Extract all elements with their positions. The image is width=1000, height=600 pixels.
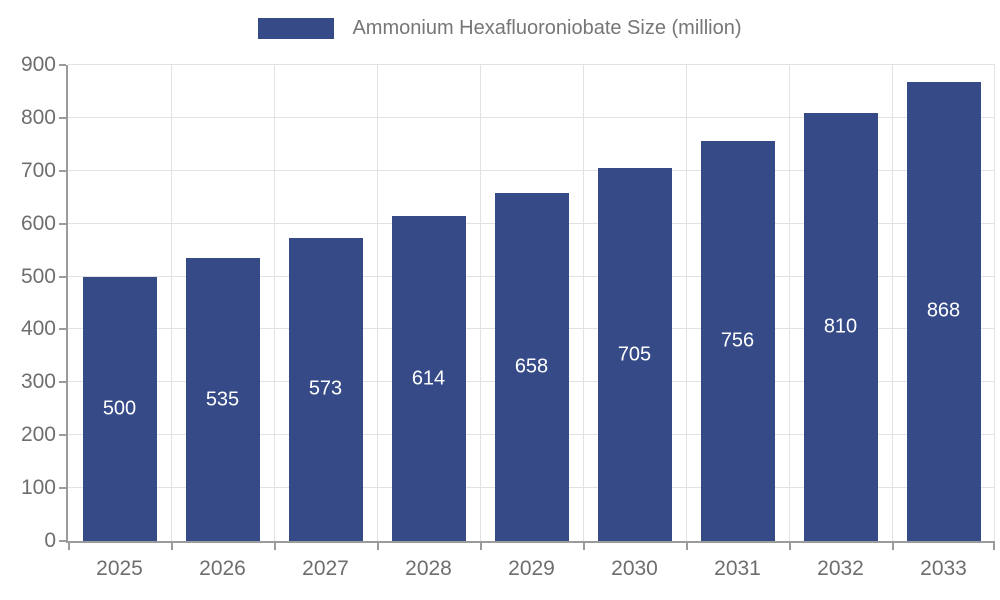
x-axis-label: 2030 xyxy=(611,557,658,580)
y-axis-line xyxy=(66,65,68,541)
bar-value-label: 573 xyxy=(308,377,343,400)
gridline-vertical xyxy=(789,65,790,541)
x-axis-label: 2032 xyxy=(817,557,864,580)
gridline-vertical xyxy=(274,65,275,541)
y-axis-tick xyxy=(59,487,66,490)
y-axis-label: 400 xyxy=(20,317,56,341)
gridline-vertical xyxy=(583,65,584,541)
x-axis-tick xyxy=(686,543,688,550)
x-axis-tick xyxy=(892,543,894,550)
bar-value-label: 535 xyxy=(205,388,240,411)
bar[interactable]: 868 xyxy=(906,81,981,541)
x-axis-label: 2029 xyxy=(508,557,555,580)
gridline-vertical xyxy=(171,65,172,541)
bar-value-label: 756 xyxy=(720,329,755,352)
y-axis-label: 700 xyxy=(20,158,56,182)
bar[interactable]: 658 xyxy=(494,193,569,541)
x-axis-tick xyxy=(274,543,276,550)
y-axis-tick xyxy=(59,64,66,66)
y-axis-tick xyxy=(59,434,66,437)
bar[interactable]: 810 xyxy=(803,112,878,541)
gridline-vertical xyxy=(377,65,378,541)
bar-value-label: 868 xyxy=(926,299,961,322)
bar[interactable]: 756 xyxy=(700,141,775,541)
y-axis-tick xyxy=(59,540,66,542)
x-axis-tick xyxy=(583,543,585,550)
y-axis-label: 300 xyxy=(20,370,56,394)
gridline-vertical xyxy=(994,65,995,541)
bar-value-label: 614 xyxy=(411,367,446,390)
plot-area: 0 100 200 300 400 500 600 700 800 900 500 2025 535 20… xyxy=(21,54,995,579)
x-axis-label: 2025 xyxy=(96,557,143,580)
gridline-horizontal xyxy=(68,116,995,118)
y-axis-label: 0 xyxy=(44,529,56,552)
y-axis-label: 500 xyxy=(20,264,56,288)
x-axis-tick xyxy=(68,543,70,550)
gridline-vertical xyxy=(686,65,687,541)
y-axis-tick xyxy=(59,381,66,384)
gridline-horizontal xyxy=(68,169,995,171)
x-axis-tick xyxy=(789,543,791,550)
bar[interactable]: 614 xyxy=(391,216,466,541)
bar-value-label: 810 xyxy=(823,315,858,338)
x-axis-tick xyxy=(377,543,379,550)
x-axis-tick xyxy=(993,543,995,550)
legend[interactable]: Ammonium Hexafluoroniobate Size (million… xyxy=(0,17,1000,40)
x-axis-label: 2026 xyxy=(199,557,246,580)
y-axis-tick xyxy=(59,169,66,172)
gridline-vertical xyxy=(480,65,481,541)
bar-value-label: 500 xyxy=(102,397,137,420)
legend-swatch xyxy=(258,18,335,39)
y-axis-tick xyxy=(59,275,66,278)
y-axis-label: 800 xyxy=(20,105,56,129)
y-axis-label: 900 xyxy=(20,53,56,76)
legend-label: Ammonium Hexafluoroniobate Size (million… xyxy=(352,17,742,39)
y-axis-label: 200 xyxy=(20,423,56,447)
x-axis-label: 2031 xyxy=(714,557,761,580)
x-axis-label: 2033 xyxy=(920,557,967,580)
bar-value-label: 705 xyxy=(617,343,652,366)
gridline-vertical xyxy=(892,65,893,541)
bar-value-label: 658 xyxy=(514,355,549,378)
y-axis-tick xyxy=(59,116,66,119)
bar[interactable]: 535 xyxy=(185,258,260,541)
bar[interactable]: 573 xyxy=(288,237,363,541)
y-axis-label: 100 xyxy=(20,476,56,500)
y-axis-tick xyxy=(59,222,66,225)
x-axis-line xyxy=(66,541,995,543)
x-axis-tick xyxy=(480,543,482,550)
x-axis-label: 2028 xyxy=(405,557,452,580)
bar[interactable]: 500 xyxy=(82,276,157,541)
gridline-horizontal xyxy=(68,64,995,65)
bar[interactable]: 705 xyxy=(597,168,672,541)
y-axis-tick xyxy=(59,328,66,331)
x-axis-tick xyxy=(171,543,173,550)
x-axis-label: 2027 xyxy=(302,557,349,580)
y-axis-label: 600 xyxy=(20,211,56,235)
